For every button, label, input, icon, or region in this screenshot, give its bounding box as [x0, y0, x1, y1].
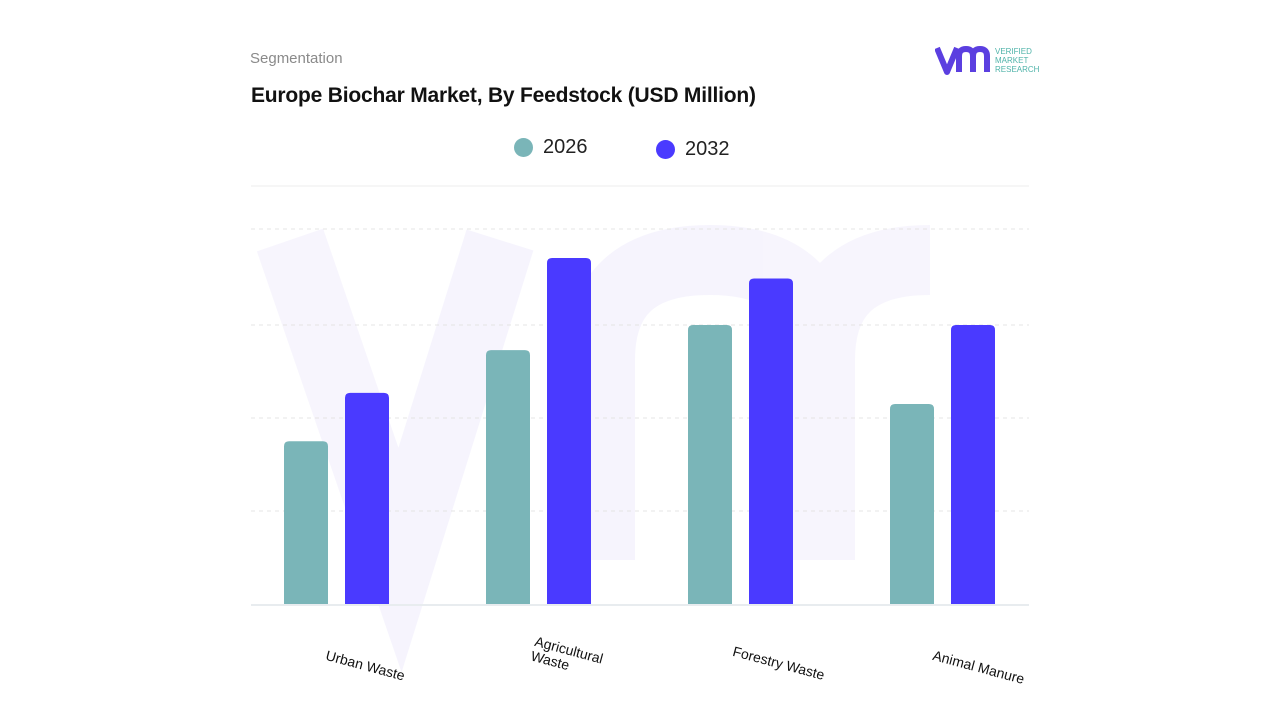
svg-text:VERIFIED: VERIFIED: [995, 47, 1032, 56]
legend: 2026 2032: [0, 136, 1280, 160]
bar-2026-animal-manure[interactable]: [890, 404, 934, 604]
chart-title: Europe Biochar Market, By Feedstock (USD…: [251, 84, 756, 107]
vmr-logo: VERIFIED MARKET RESEARCH: [934, 44, 1065, 76]
legend-swatch-2032: [656, 140, 675, 159]
bar-2026-forestry-waste[interactable]: [688, 325, 732, 604]
bar-2032-urban-waste[interactable]: [345, 392, 389, 604]
bar-2026-urban-waste[interactable]: [284, 441, 328, 604]
legend-item-2032[interactable]: 2032: [656, 138, 730, 161]
svg-text:MARKET: MARKET: [995, 56, 1028, 65]
legend-label-2026: 2026: [543, 136, 588, 158]
bar-2032-forestry-waste[interactable]: [749, 278, 793, 605]
segmentation-label: Segmentation: [250, 50, 343, 67]
svg-text:RESEARCH: RESEARCH: [995, 65, 1040, 74]
legend-label-2032: 2032: [685, 138, 730, 160]
bar-2032-agricultural-waste[interactable]: [547, 258, 591, 604]
watermark-logo: [256, 224, 931, 673]
legend-item-2026[interactable]: 2026: [514, 136, 588, 159]
legend-swatch-2026: [514, 138, 533, 157]
bar-2026-agricultural-waste[interactable]: [486, 350, 530, 604]
bar-2032-animal-manure[interactable]: [951, 325, 995, 604]
